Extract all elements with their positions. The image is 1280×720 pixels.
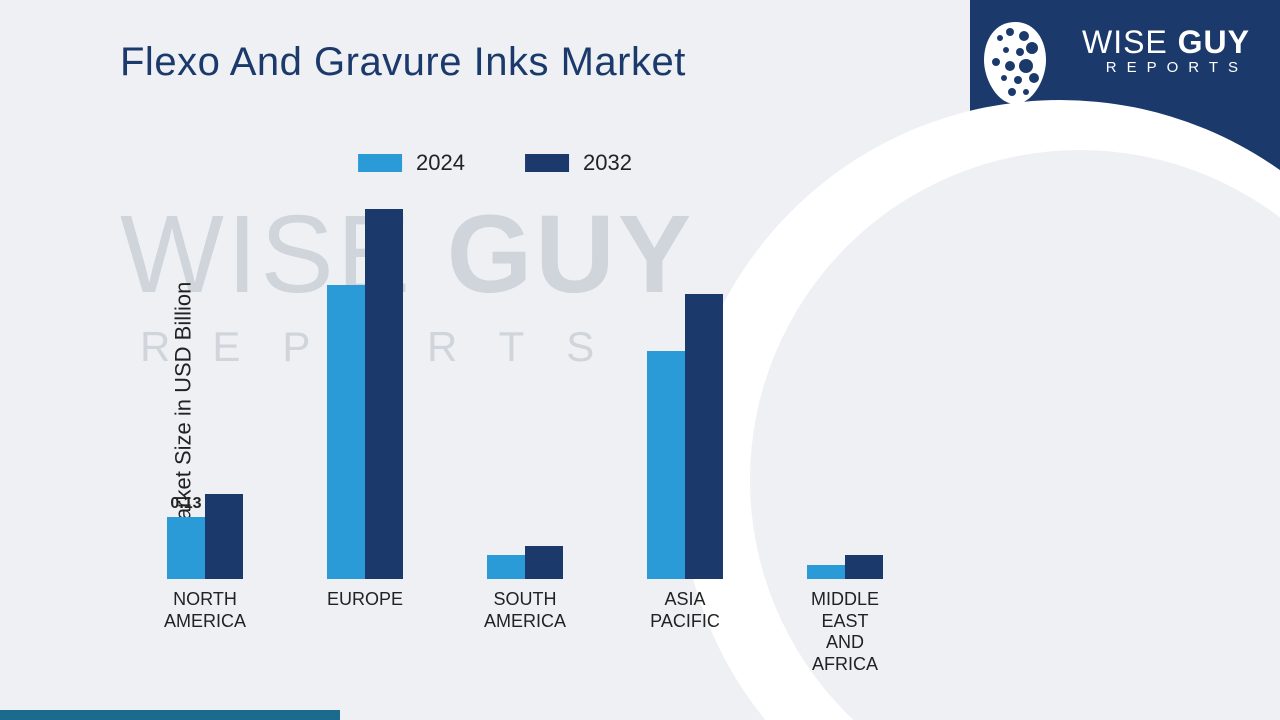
bar-2024 xyxy=(327,285,365,580)
category-label: ASIA PACIFIC xyxy=(615,589,755,632)
legend-item-2032: 2032 xyxy=(525,150,632,176)
legend: 2024 2032 xyxy=(358,150,632,176)
bar-2032 xyxy=(365,209,403,580)
legend-swatch-2032 xyxy=(525,154,569,172)
category-label: EUROPE xyxy=(295,589,435,611)
brand-word-reports: REPORTS xyxy=(1082,60,1250,75)
chart-title: Flexo And Gravure Inks Market xyxy=(120,40,686,85)
legend-swatch-2024 xyxy=(358,154,402,172)
category-label: MIDDLE EAST AND AFRICA xyxy=(775,589,915,675)
brand-head-icon xyxy=(980,18,1050,108)
bar-2032 xyxy=(525,546,563,579)
legend-label-2024: 2024 xyxy=(416,150,465,176)
category-label: NORTH AMERICA xyxy=(135,589,275,632)
bar-2024 xyxy=(167,517,205,579)
brand-word-guy: GUY xyxy=(1178,24,1250,60)
legend-item-2024: 2024 xyxy=(358,150,465,176)
brand-word-wise: WISE xyxy=(1082,24,1168,60)
bar-2024 xyxy=(807,565,845,579)
bar-2024 xyxy=(647,351,685,579)
category-label: SOUTH AMERICA xyxy=(455,589,595,632)
bar-value-label: 0.13 xyxy=(167,495,205,513)
bar-2032 xyxy=(845,555,883,579)
chart-area: Market Size in USD Billion 2024 2032 0.1… xyxy=(55,150,935,670)
bar-2024 xyxy=(487,555,525,579)
brand-logo: WISE GUY REPORTS xyxy=(1082,26,1250,75)
plot-region: 0.13NORTH AMERICAEUROPESOUTH AMERICAASIA… xyxy=(125,200,915,580)
legend-label-2032: 2032 xyxy=(583,150,632,176)
bottom-accent-bar xyxy=(0,710,340,720)
bar-2032 xyxy=(685,294,723,579)
bar-2032 xyxy=(205,494,243,580)
